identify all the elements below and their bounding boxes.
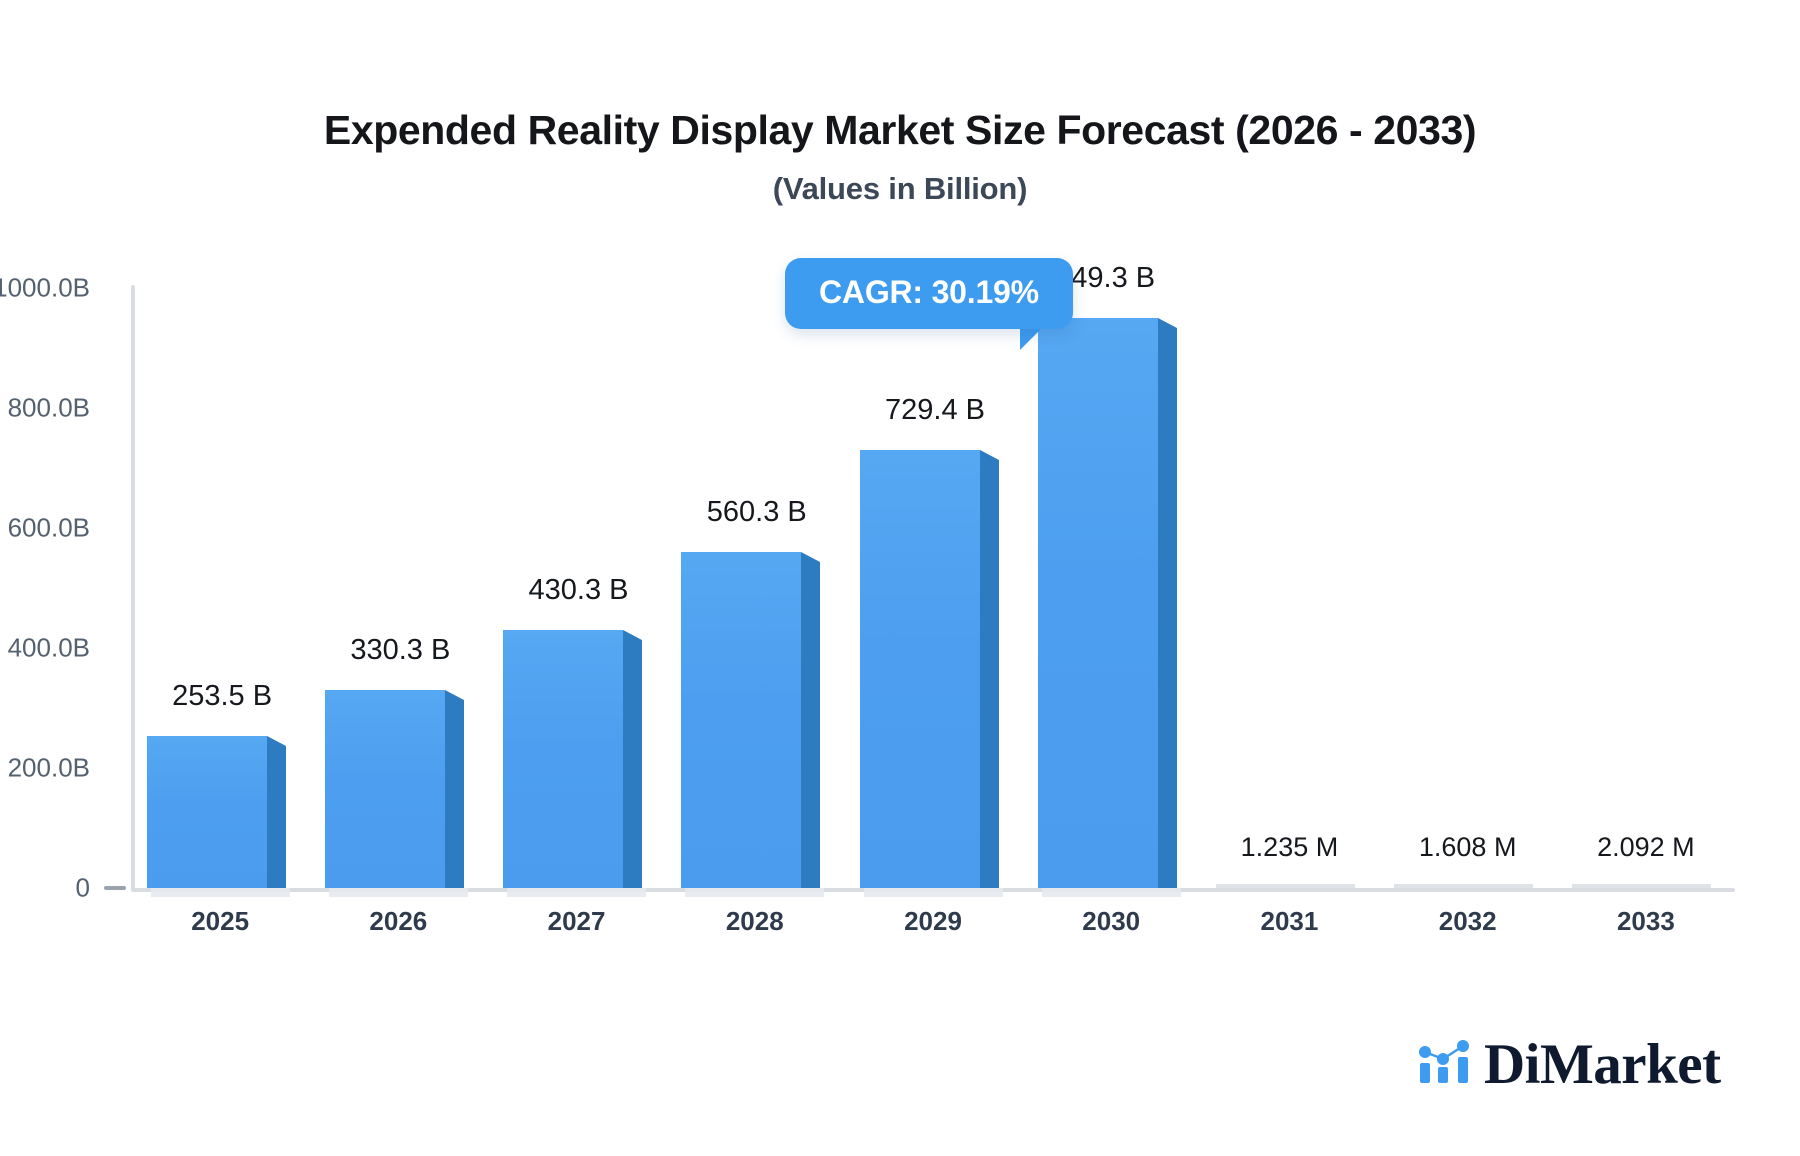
bar-top-face: [801, 551, 821, 562]
y-axis-tick-label: 800.0B: [7, 392, 90, 423]
bar-2025[interactable]: [146, 735, 290, 897]
bar-top-face: [623, 629, 643, 640]
bar-top-face: [979, 450, 999, 461]
x-axis-tick-label-2025: 2025: [191, 906, 250, 936]
bar-value-label-2026: 330.3 B: [350, 633, 451, 666]
logo-text: DiMarket: [1484, 1033, 1721, 1096]
bar-top-face: [444, 689, 464, 700]
title-block: Expended Reality Display Market Size For…: [0, 107, 1800, 207]
bar-chart-icon: [1418, 1039, 1470, 1090]
bar-base-shadow: [863, 887, 1003, 897]
bar-top-face: [1157, 318, 1177, 329]
x-axis-tick-label-2028: 2028: [725, 906, 784, 936]
bar-base-shadow: [1041, 887, 1181, 897]
bar-value-label-2031: 1.235 M: [1240, 832, 1339, 862]
bar-2033[interactable]: [1572, 884, 1712, 888]
bar-front-face: [1394, 884, 1534, 888]
bar-value-label-2029: 729.4 B: [885, 394, 985, 427]
bar-base-shadow: [507, 887, 647, 897]
bar-front-face: [1572, 884, 1712, 888]
x-axis-tick-label-2030: 2030: [1082, 906, 1141, 936]
bar-top-face: [266, 735, 286, 746]
bar-2028[interactable]: [681, 551, 825, 897]
bar-base-shadow: [150, 887, 290, 897]
bar-front-face: [503, 629, 624, 888]
bar-value-label-2032: 1.608 M: [1418, 832, 1517, 862]
bar-front-face: [1037, 318, 1158, 888]
dimarket-logo: DiMarket: [1418, 1036, 1721, 1093]
page-title: Expended Reality Display Market Size For…: [323, 107, 1477, 153]
bar-2029[interactable]: [859, 450, 1003, 897]
cagr-badge: CAGR: 30.19%: [785, 258, 1073, 329]
x-axis-tick-label-2033: 2033: [1616, 906, 1675, 936]
bar-2030[interactable]: [1037, 318, 1181, 897]
x-axis-tick-label-2027: 2027: [547, 906, 606, 936]
bar-base-shadow: [685, 887, 825, 897]
bar-front-face: [681, 551, 802, 888]
bar-value-label-2027: 430.3 B: [528, 573, 629, 606]
y-axis-tick-mark: [104, 886, 126, 890]
bar-2027[interactable]: [503, 629, 647, 897]
x-axis-tick-label-2031: 2031: [1260, 906, 1319, 936]
bar-front-face: [859, 450, 980, 888]
bar-value-label-2028: 560.3 B: [706, 495, 807, 528]
x-axis-tick-label-2029: 2029: [904, 906, 962, 936]
x-axis-tick-label-2032: 2032: [1438, 906, 1497, 936]
x-axis-tick-label-2026: 2026: [369, 906, 428, 936]
bar-value-label-2033: 2.092 M: [1597, 832, 1695, 862]
bar-front-face: [324, 689, 445, 888]
bar-2032[interactable]: [1394, 884, 1534, 888]
bar-front-face: [1215, 884, 1355, 888]
bar-side-face: [266, 745, 286, 888]
y-axis-line: [131, 285, 135, 892]
chart-subtitle: (Values in Billion): [772, 171, 1028, 207]
bar-value-label-2030: 49.3 B: [1071, 262, 1156, 295]
y-axis-tick-label: 1000.0B: [0, 272, 90, 303]
bar-side-face: [444, 699, 464, 888]
bar-side-face: [801, 561, 821, 888]
y-axis-tick-label: 200.0B: [7, 752, 90, 783]
bar-2031[interactable]: [1215, 884, 1355, 888]
y-axis-tick-label: 0: [75, 872, 90, 903]
y-axis-tick-label: 400.0B: [7, 632, 90, 663]
bar-2026[interactable]: [324, 689, 468, 897]
bar-side-face: [979, 460, 999, 888]
bar-side-face: [623, 639, 643, 888]
bar-value-label-2025: 253.5 B: [172, 679, 273, 712]
y-axis-tick-label: 600.0B: [7, 512, 90, 543]
bar-base-shadow: [328, 887, 468, 897]
bar-side-face: [1157, 328, 1177, 888]
bar-front-face: [146, 735, 267, 888]
